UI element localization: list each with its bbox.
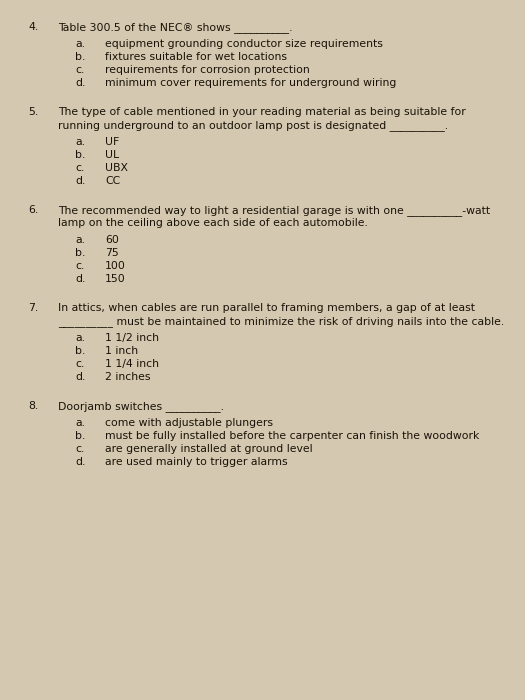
- Text: fixtures suitable for wet locations: fixtures suitable for wet locations: [105, 52, 287, 62]
- Text: 8.: 8.: [28, 401, 38, 411]
- Text: CC: CC: [105, 176, 120, 186]
- Text: d.: d.: [75, 176, 86, 186]
- Text: b.: b.: [75, 248, 86, 258]
- Text: 2 inches: 2 inches: [105, 372, 151, 382]
- Text: 60: 60: [105, 235, 119, 245]
- Text: 1 1/2 inch: 1 1/2 inch: [105, 333, 159, 343]
- Text: requirements for corrosion protection: requirements for corrosion protection: [105, 65, 310, 75]
- Text: a.: a.: [75, 333, 85, 343]
- Text: are used mainly to trigger alarms: are used mainly to trigger alarms: [105, 457, 288, 467]
- Text: d.: d.: [75, 274, 86, 284]
- Text: running underground to an outdoor lamp post is designated __________.: running underground to an outdoor lamp p…: [58, 120, 448, 131]
- Text: 5.: 5.: [28, 107, 38, 117]
- Text: 150: 150: [105, 274, 126, 284]
- Text: 75: 75: [105, 248, 119, 258]
- Text: d.: d.: [75, 372, 86, 382]
- Text: UL: UL: [105, 150, 119, 160]
- Text: equipment grounding conductor size requirements: equipment grounding conductor size requi…: [105, 39, 383, 49]
- Text: c.: c.: [75, 65, 85, 75]
- Text: d.: d.: [75, 78, 86, 88]
- Text: 1 inch: 1 inch: [105, 346, 138, 356]
- Text: a.: a.: [75, 137, 85, 147]
- Text: c.: c.: [75, 163, 85, 173]
- Text: b.: b.: [75, 150, 86, 160]
- Text: 4.: 4.: [28, 22, 38, 32]
- Text: 1 1/4 inch: 1 1/4 inch: [105, 359, 159, 369]
- Text: lamp on the ceiling above each side of each automobile.: lamp on the ceiling above each side of e…: [58, 218, 368, 228]
- Text: minimum cover requirements for underground wiring: minimum cover requirements for undergrou…: [105, 78, 396, 88]
- Text: c.: c.: [75, 261, 85, 271]
- Text: b.: b.: [75, 52, 86, 62]
- Text: b.: b.: [75, 346, 86, 356]
- Text: d.: d.: [75, 457, 86, 467]
- Text: The recommended way to light a residential garage is with one __________-watt: The recommended way to light a residenti…: [58, 205, 490, 216]
- Text: a.: a.: [75, 39, 85, 49]
- Text: a.: a.: [75, 418, 85, 428]
- Text: In attics, when cables are run parallel to framing members, a gap of at least: In attics, when cables are run parallel …: [58, 303, 475, 313]
- Text: c.: c.: [75, 359, 85, 369]
- Text: UF: UF: [105, 137, 119, 147]
- Text: The type of cable mentioned in your reading material as being suitable for: The type of cable mentioned in your read…: [58, 107, 466, 117]
- Text: must be fully installed before the carpenter can finish the woodwork: must be fully installed before the carpe…: [105, 431, 479, 441]
- Text: 100: 100: [105, 261, 126, 271]
- Text: UBX: UBX: [105, 163, 128, 173]
- Text: Doorjamb switches __________.: Doorjamb switches __________.: [58, 401, 224, 412]
- Text: are generally installed at ground level: are generally installed at ground level: [105, 444, 312, 454]
- Text: __________ must be maintained to minimize the risk of driving nails into the cab: __________ must be maintained to minimiz…: [58, 316, 504, 327]
- Text: Table 300.5 of the NEC® shows __________.: Table 300.5 of the NEC® shows __________…: [58, 22, 292, 33]
- Text: b.: b.: [75, 431, 86, 441]
- Text: come with adjustable plungers: come with adjustable plungers: [105, 418, 273, 428]
- Text: 7.: 7.: [28, 303, 38, 313]
- Text: a.: a.: [75, 235, 85, 245]
- Text: 6.: 6.: [28, 205, 38, 215]
- Text: c.: c.: [75, 444, 85, 454]
